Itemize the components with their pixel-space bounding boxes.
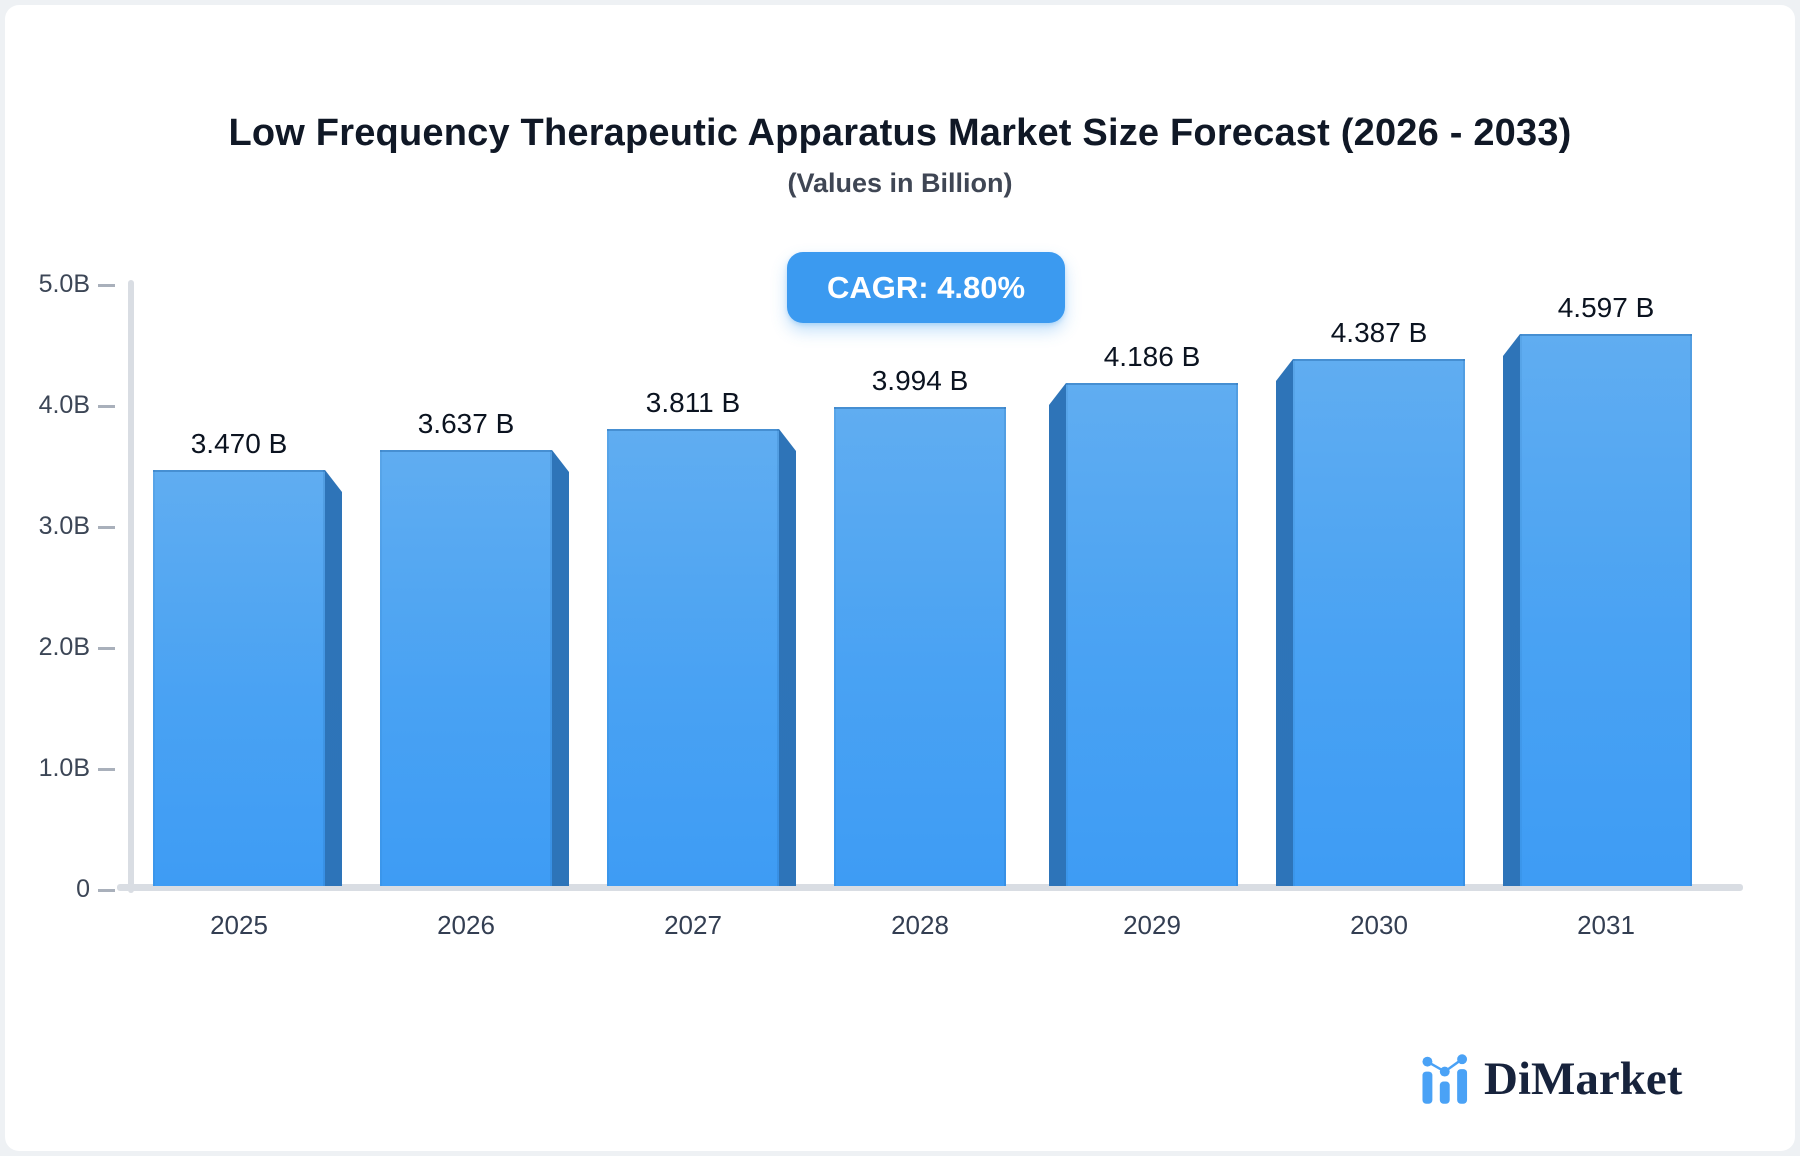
bar-2031: [1520, 334, 1692, 886]
bar-side-face: [779, 429, 796, 886]
bar-side-face: [325, 470, 342, 886]
bar-side-face: [552, 450, 569, 886]
bar-2026: [380, 450, 552, 886]
y-axis-tick: [98, 284, 115, 287]
y-axis-tick: [98, 405, 115, 408]
logo-text: DiMarket: [1484, 1052, 1683, 1105]
cagr-badge: CAGR: 4.80%: [787, 252, 1065, 323]
y-axis-line: [128, 280, 134, 893]
chart-title: Low Frequency Therapeutic Apparatus Mark…: [228, 112, 1572, 154]
x-axis-label: 2025: [210, 910, 268, 940]
bar-2028: [834, 407, 1006, 886]
bar-2027: [607, 429, 779, 886]
x-axis-label: 2030: [1350, 910, 1408, 940]
chart-subtitle: (Values in Billion): [787, 168, 1013, 198]
y-axis-tick-label: 0: [76, 875, 90, 903]
y-axis-tick-label: 3.0B: [38, 512, 90, 540]
bar-value-label: 4.387 B: [1330, 317, 1428, 348]
bar-side-face: [1276, 359, 1293, 886]
bar-value-label: 3.811 B: [645, 387, 741, 418]
y-axis-tick-label: 5.0B: [38, 270, 90, 298]
bar-2025: [153, 470, 325, 886]
bar-value-label: 3.994 B: [871, 365, 969, 396]
cagr-badge-label: CAGR: 4.80%: [826, 269, 1026, 305]
x-axis-label: 2029: [1123, 910, 1181, 940]
x-axis-baseline: [117, 884, 1743, 891]
x-axis-label: 2028: [891, 910, 949, 940]
y-axis-tick: [98, 647, 115, 650]
bar-2030: [1293, 359, 1465, 886]
bar-value-label: 4.186 B: [1103, 341, 1201, 372]
y-axis-tick-label: 1.0B: [38, 754, 90, 782]
mini-bar-chart-icon: [1422, 1054, 1468, 1104]
y-axis-tick: [98, 768, 115, 771]
x-axis-label: 2026: [437, 910, 495, 940]
y-axis-tick-label: 2.0B: [38, 633, 90, 661]
bar-value-label: 3.637 B: [417, 408, 515, 439]
y-axis-tick: [98, 526, 115, 529]
x-axis-label: 2031: [1577, 910, 1635, 940]
bar-value-label: 3.470 B: [190, 428, 288, 459]
dimarket-logo: DiMarket: [1420, 1044, 1720, 1114]
bar-2029: [1066, 383, 1238, 886]
y-axis-tick-label: 4.0B: [38, 391, 90, 419]
bar-side-face: [1049, 383, 1066, 886]
x-axis-label: 2027: [664, 910, 722, 940]
y-axis-tick: [98, 889, 115, 892]
bar-side-face: [1503, 334, 1520, 886]
bar-value-label: 4.597 B: [1557, 292, 1655, 323]
